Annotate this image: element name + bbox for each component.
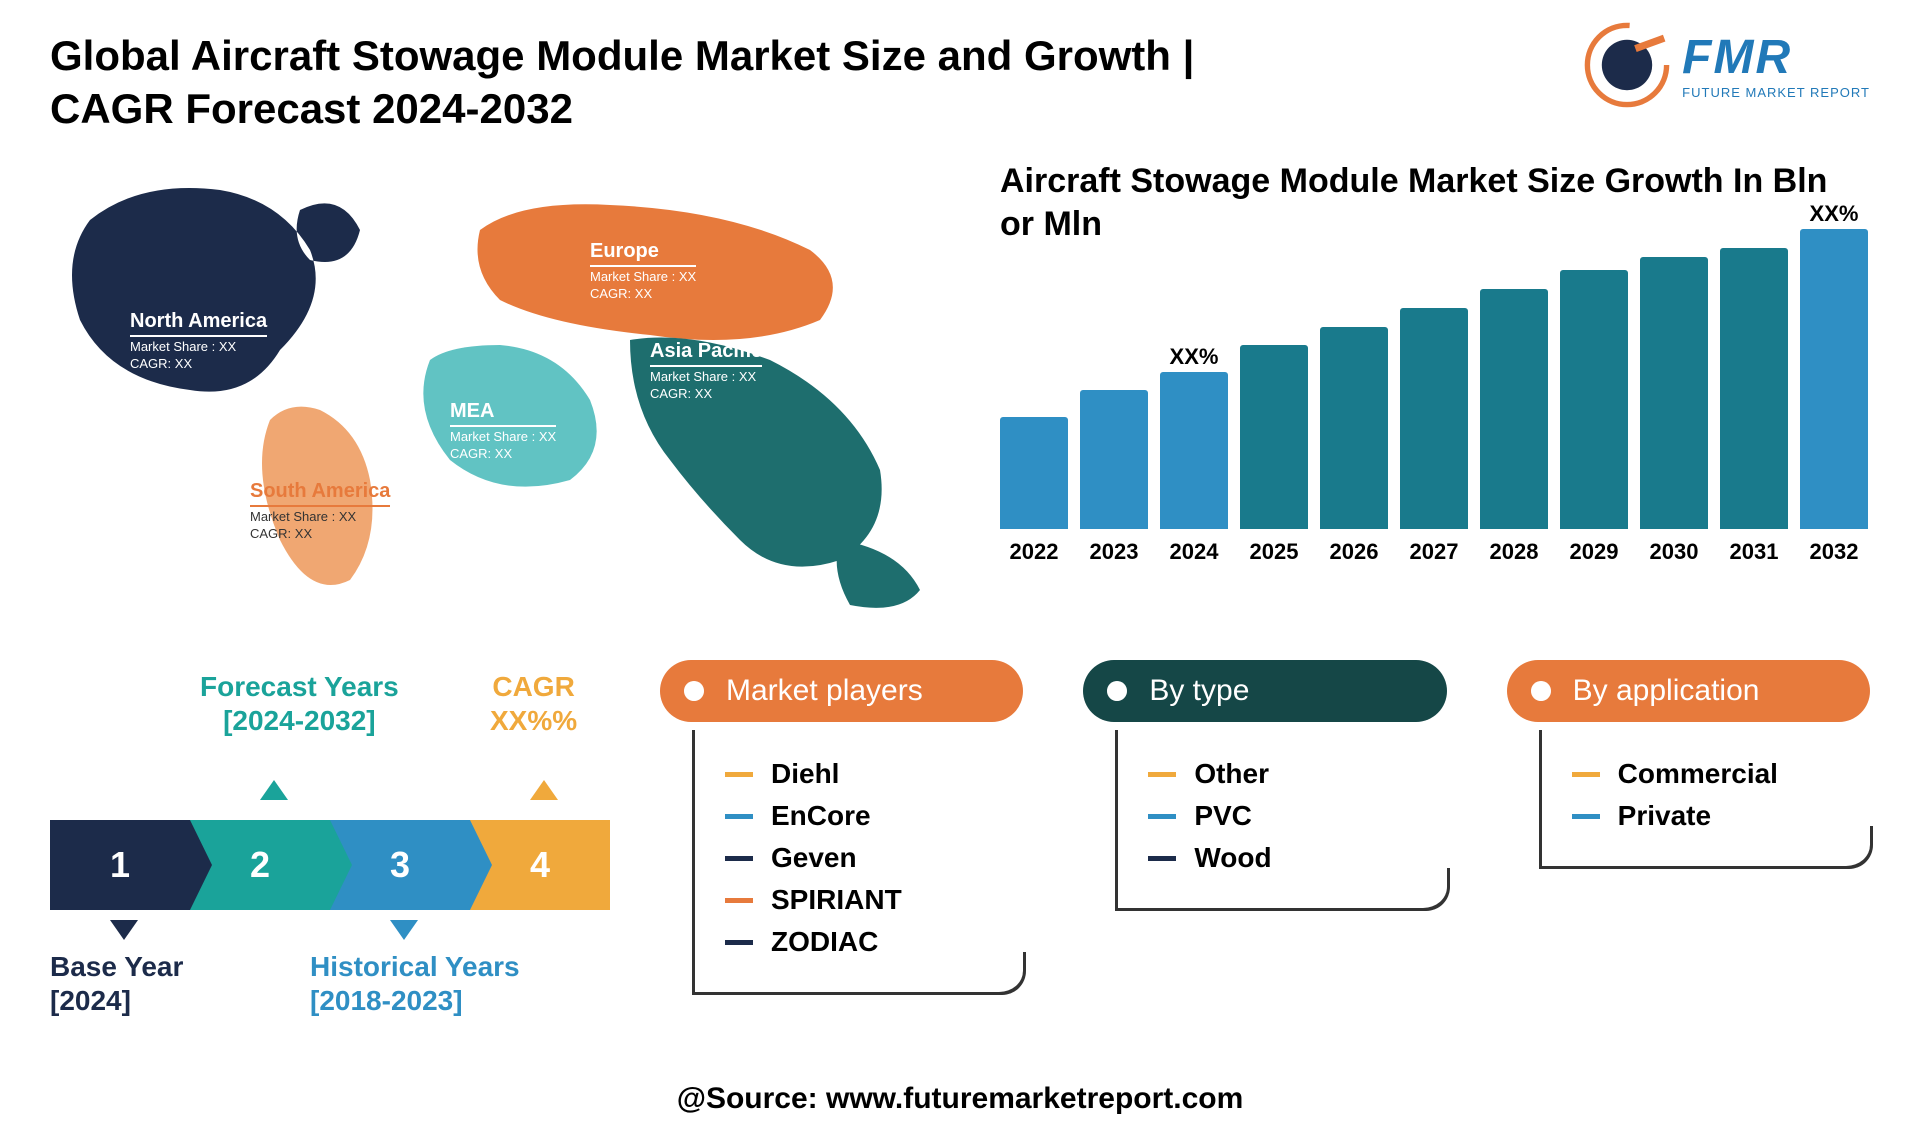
bar-2029: 2029: [1560, 229, 1628, 565]
region-ap: Asia PacificMarket Share : XXCAGR: XX: [650, 340, 762, 401]
pill-header: By type: [1083, 660, 1446, 722]
source-attribution: @Source: www.futuremarketreport.com: [677, 1082, 1244, 1116]
bar-2031: 2031: [1720, 229, 1788, 565]
logo-text-small: FUTURE MARKET REPORT: [1682, 85, 1870, 100]
list-item: Geven: [725, 842, 1023, 874]
pill-header: By application: [1507, 660, 1870, 722]
list-item: Private: [1572, 800, 1870, 832]
list-item: ZODIAC: [725, 926, 1023, 958]
base-arrow-icon: [110, 920, 138, 940]
fmr-logo-icon: [1582, 20, 1672, 110]
list-item: EnCore: [725, 800, 1023, 832]
hist-label: Historical Years [2018-2023]: [310, 950, 520, 1017]
pill-0: Market players Diehl EnCore Geven SPIRIANT ZO…: [660, 660, 1023, 995]
cagr-label: CAGR XX%%: [490, 670, 577, 737]
bar-2023: 2023: [1080, 229, 1148, 565]
list-item: SPIRIANT: [725, 884, 1023, 916]
region-na: North AmericaMarket Share : XXCAGR: XX: [130, 310, 267, 371]
bar-2028: 2028: [1480, 229, 1548, 565]
bar-2032: XX%2032: [1800, 229, 1868, 565]
list-item: PVC: [1148, 800, 1446, 832]
pill-header: Market players: [660, 660, 1023, 722]
page-title: Global Aircraft Stowage Module Market Si…: [50, 30, 1250, 135]
list-item: Other: [1148, 758, 1446, 790]
forecast-label: Forecast Years [2024-2032]: [200, 670, 399, 737]
hist-arrow-icon: [390, 920, 418, 940]
pill-2: By application Commercial Private: [1507, 660, 1870, 995]
bar-2022: 2022: [1000, 229, 1068, 565]
list-item: Commercial: [1572, 758, 1870, 790]
region-sa: South AmericaMarket Share : XXCAGR: XX: [250, 480, 390, 541]
logo-text-big: FMR: [1682, 30, 1870, 85]
pill-1: By type Other PVC Wood: [1083, 660, 1446, 995]
bar-2030: 2030: [1640, 229, 1708, 565]
region-mea: MEAMarket Share : XXCAGR: XX: [450, 400, 556, 461]
region-eu: EuropeMarket Share : XXCAGR: XX: [590, 240, 696, 301]
bar-2025: 2025: [1240, 229, 1308, 565]
growth-bar-chart: 20222023XX%20242025202620272028202920302…: [1000, 255, 1870, 565]
bar-2027: 2027: [1400, 229, 1468, 565]
list-item: Diehl: [725, 758, 1023, 790]
fmr-logo: FMR FUTURE MARKET REPORT: [1582, 20, 1870, 110]
bar-2024: XX%2024: [1160, 229, 1228, 565]
forecast-arrow-icon: [260, 780, 288, 800]
timeline: Forecast Years [2024-2032] CAGR XX%% 123…: [50, 660, 610, 1040]
cagr-arrow-icon: [530, 780, 558, 800]
bar-2026: 2026: [1320, 229, 1388, 565]
timeline-seg-1: 1: [50, 820, 190, 910]
world-map: North AmericaMarket Share : XXCAGR: XX So…: [50, 160, 950, 620]
list-item: Wood: [1148, 842, 1446, 874]
base-label: Base Year [2024]: [50, 950, 183, 1017]
